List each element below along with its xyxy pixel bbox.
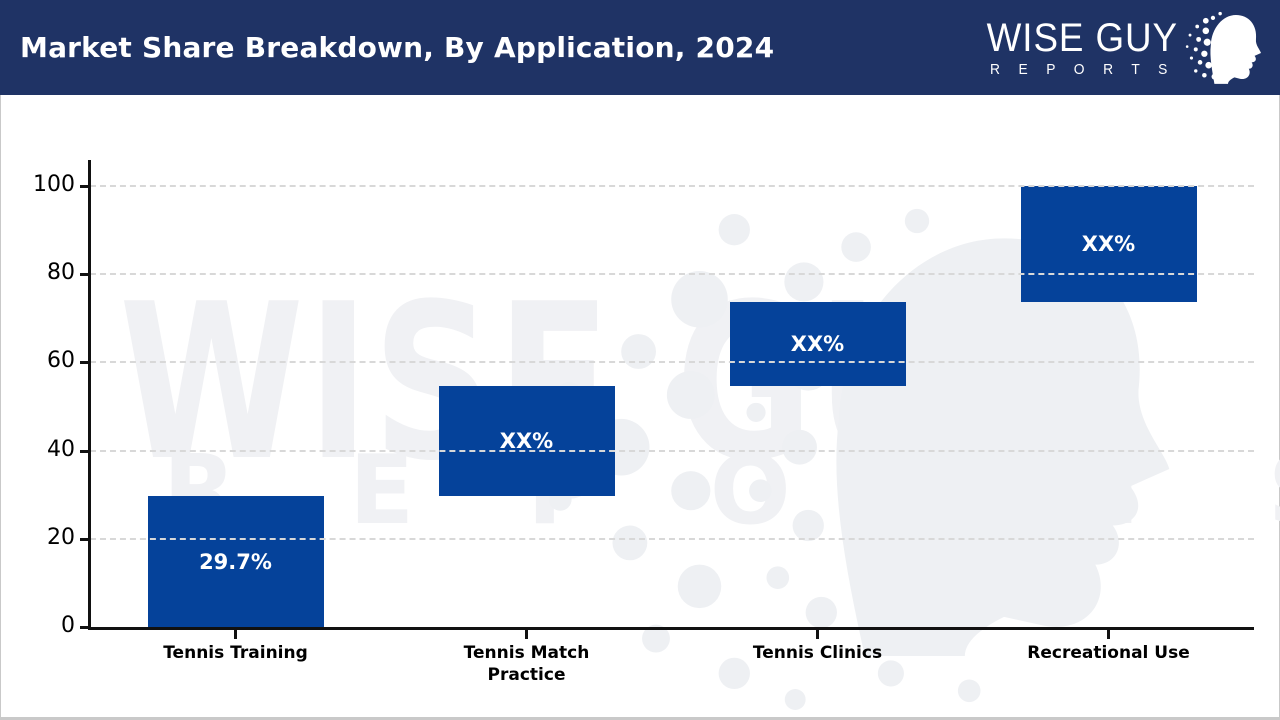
y-axis-line [88, 160, 91, 630]
x-tick-mark [525, 630, 528, 639]
y-tick-mark [80, 626, 89, 629]
y-tick-mark [80, 537, 89, 541]
x-axis-line [88, 627, 1254, 630]
x-category-label: Tennis Clinics [752, 643, 883, 663]
x-tick-mark [234, 630, 237, 639]
x-tick-mark [816, 630, 819, 639]
bar-segment: 29.7% [147, 496, 324, 627]
x-tick-mark [1107, 630, 1110, 639]
brand-name: WISE GUY [986, 15, 1178, 60]
bar-value-label: XX% [1081, 231, 1136, 256]
gridline [90, 273, 1254, 276]
brand-subtitle: R E P O R T S [989, 60, 1175, 78]
y-tick-label: 0 [61, 613, 75, 638]
bar-value-label: XX% [790, 332, 845, 357]
gridline [90, 361, 1254, 364]
y-tick-label: 20 [47, 524, 75, 550]
x-category-label: Tennis Match Practice [463, 643, 590, 686]
brand-head-icon [1185, 11, 1261, 84]
brand-logo-text: WISE GUY R E P O R T S [987, 18, 1178, 78]
bar-segment: XX% [1020, 186, 1197, 302]
y-tick-label: 60 [47, 348, 75, 374]
x-category-label: Tennis Training [163, 643, 308, 663]
y-tick-label: 100 [33, 172, 75, 197]
page-title: Market Share Breakdown, By Application, … [20, 31, 775, 64]
y-tick-mark [80, 273, 89, 277]
gridline [90, 537, 1254, 540]
bar-value-label: XX% [499, 429, 554, 454]
bar-value-label: 29.7% [199, 549, 272, 574]
brand-logo: WISE GUY R E P O R T S [970, 8, 1266, 88]
y-tick-mark [80, 185, 89, 188]
gridline [90, 185, 1254, 187]
x-category-label: Recreational Use [1027, 643, 1190, 663]
bar-segment: XX% [729, 301, 906, 387]
bar-segment: XX% [438, 386, 615, 496]
gridline [90, 449, 1254, 452]
header-bar: Market Share Breakdown, By Application, … [0, 0, 1280, 95]
y-tick-label: 80 [47, 260, 75, 286]
y-tick-mark [80, 361, 89, 365]
bar-chart: 29.7% XX% XX% XX% 0 20 40 60 80 100 Tennis Trainin… [1, 95, 1280, 720]
y-tick-label: 40 [47, 436, 75, 462]
chart-area: WISE GUY R E P O R T S 29.7% XX% XX% XX% 0 20… [0, 95, 1280, 720]
y-tick-mark [80, 449, 89, 453]
